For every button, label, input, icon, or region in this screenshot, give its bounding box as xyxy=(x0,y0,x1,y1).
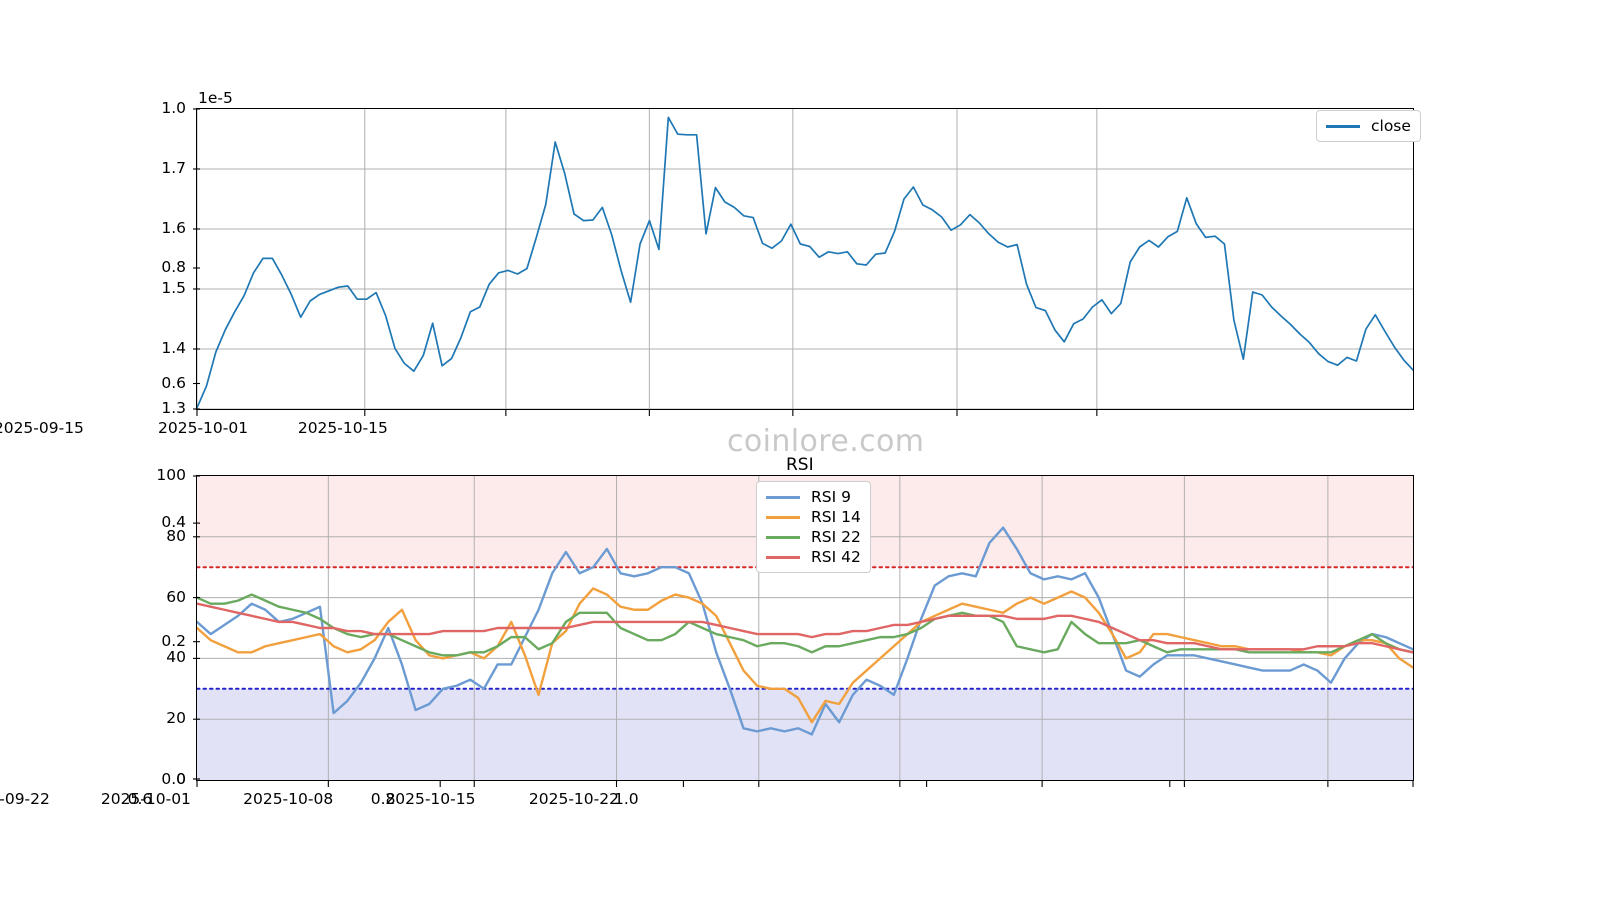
legend-item: RSI 22 xyxy=(766,527,861,547)
legend-color-swatch xyxy=(1326,124,1360,128)
rsi-y-tick-label: 100 xyxy=(156,466,186,484)
rsi-y-tick-label-secondary: 0.4 xyxy=(161,513,186,532)
rsi-y-tick-label: 0 xyxy=(176,770,186,788)
legend-color-swatch xyxy=(766,535,800,539)
legend-label: RSI 42 xyxy=(811,548,861,566)
price-y-tick-label: 1.3 xyxy=(161,399,186,417)
legend-color-swatch xyxy=(766,495,800,499)
price-y-tick-label: 1.6 xyxy=(161,219,186,237)
legend-item: RSI 9 xyxy=(766,487,861,507)
price-y-tick-label: 1.4 xyxy=(161,339,186,357)
legend-color-swatch xyxy=(766,555,800,559)
price-panel: 1e-5 close 1.3 1.4 1.5 1.6 1.7 1.0 0.8 0.6 2025-… xyxy=(0,89,1421,437)
rsi-y-tick-label-secondary: 0.0 xyxy=(161,770,186,788)
rsi-y-tick-label: 60 xyxy=(166,587,186,606)
price-y-tick-label: 1.7 xyxy=(161,159,186,177)
legend-item: RSI 14 xyxy=(766,507,861,527)
rsi-y-tick-label-secondary: 0.2 xyxy=(161,631,186,650)
legend-item: RSI 42 xyxy=(766,547,861,567)
price-y-tick-label-secondary: 0.6 xyxy=(161,373,186,392)
rsi-x-tick-label: 2025-10-22 xyxy=(528,790,619,808)
price-y-offset-text: 1e-5 xyxy=(198,89,233,107)
price-x-tick-label: 2025-10-01 xyxy=(158,419,249,437)
rsi-legend: RSI 9 RSI 14 RSI 22 RSI 42 xyxy=(756,481,871,573)
legend-label: RSI 9 xyxy=(811,488,851,506)
price-y-tick-label-secondary: 1.0 xyxy=(161,99,186,117)
rsi-x-tick-label: 2025-10-01 xyxy=(100,790,191,808)
watermark-coinlore: coinlore.com xyxy=(727,424,925,459)
price-x-tick-label: 2025-09-15 xyxy=(0,419,84,437)
rsi-x-tick-label: 2025-09-22 xyxy=(0,790,50,808)
price-plot-area xyxy=(196,108,1414,410)
rsi-x-tick-label-secondary: 1.0 xyxy=(614,790,639,808)
rsi-title: RSI xyxy=(786,455,814,475)
price-x-tick-label: 2025-10-15 xyxy=(297,419,388,437)
price-y-tick-label: 1.5 xyxy=(161,279,186,297)
rsi-x-tick-label: 2025-10-08 xyxy=(243,790,334,808)
legend-item: close xyxy=(1326,116,1411,136)
legend-label: RSI 14 xyxy=(811,508,861,526)
price-legend: close xyxy=(1316,110,1421,142)
rsi-y-tick-label: 80 xyxy=(166,526,186,545)
price-y-tick-label-secondary: 0.8 xyxy=(161,258,186,276)
rsi-x-tick-label: 2025-10-15 xyxy=(385,790,476,808)
rsi-panel: RSI RSI 9 RSI 14 RSI 22 RSI 42 xyxy=(0,455,1600,900)
legend-label: RSI 22 xyxy=(811,528,861,546)
legend-label: close xyxy=(1371,117,1411,135)
legend-color-swatch xyxy=(766,515,800,519)
rsi-y-tick-label: 20 xyxy=(166,709,186,728)
rsi-x-tick-label-secondary: 0.6 xyxy=(127,790,153,808)
rsi-x-tick-label-secondary: 0.8 xyxy=(370,790,396,808)
rsi-y-tick-label: 40 xyxy=(166,648,186,667)
